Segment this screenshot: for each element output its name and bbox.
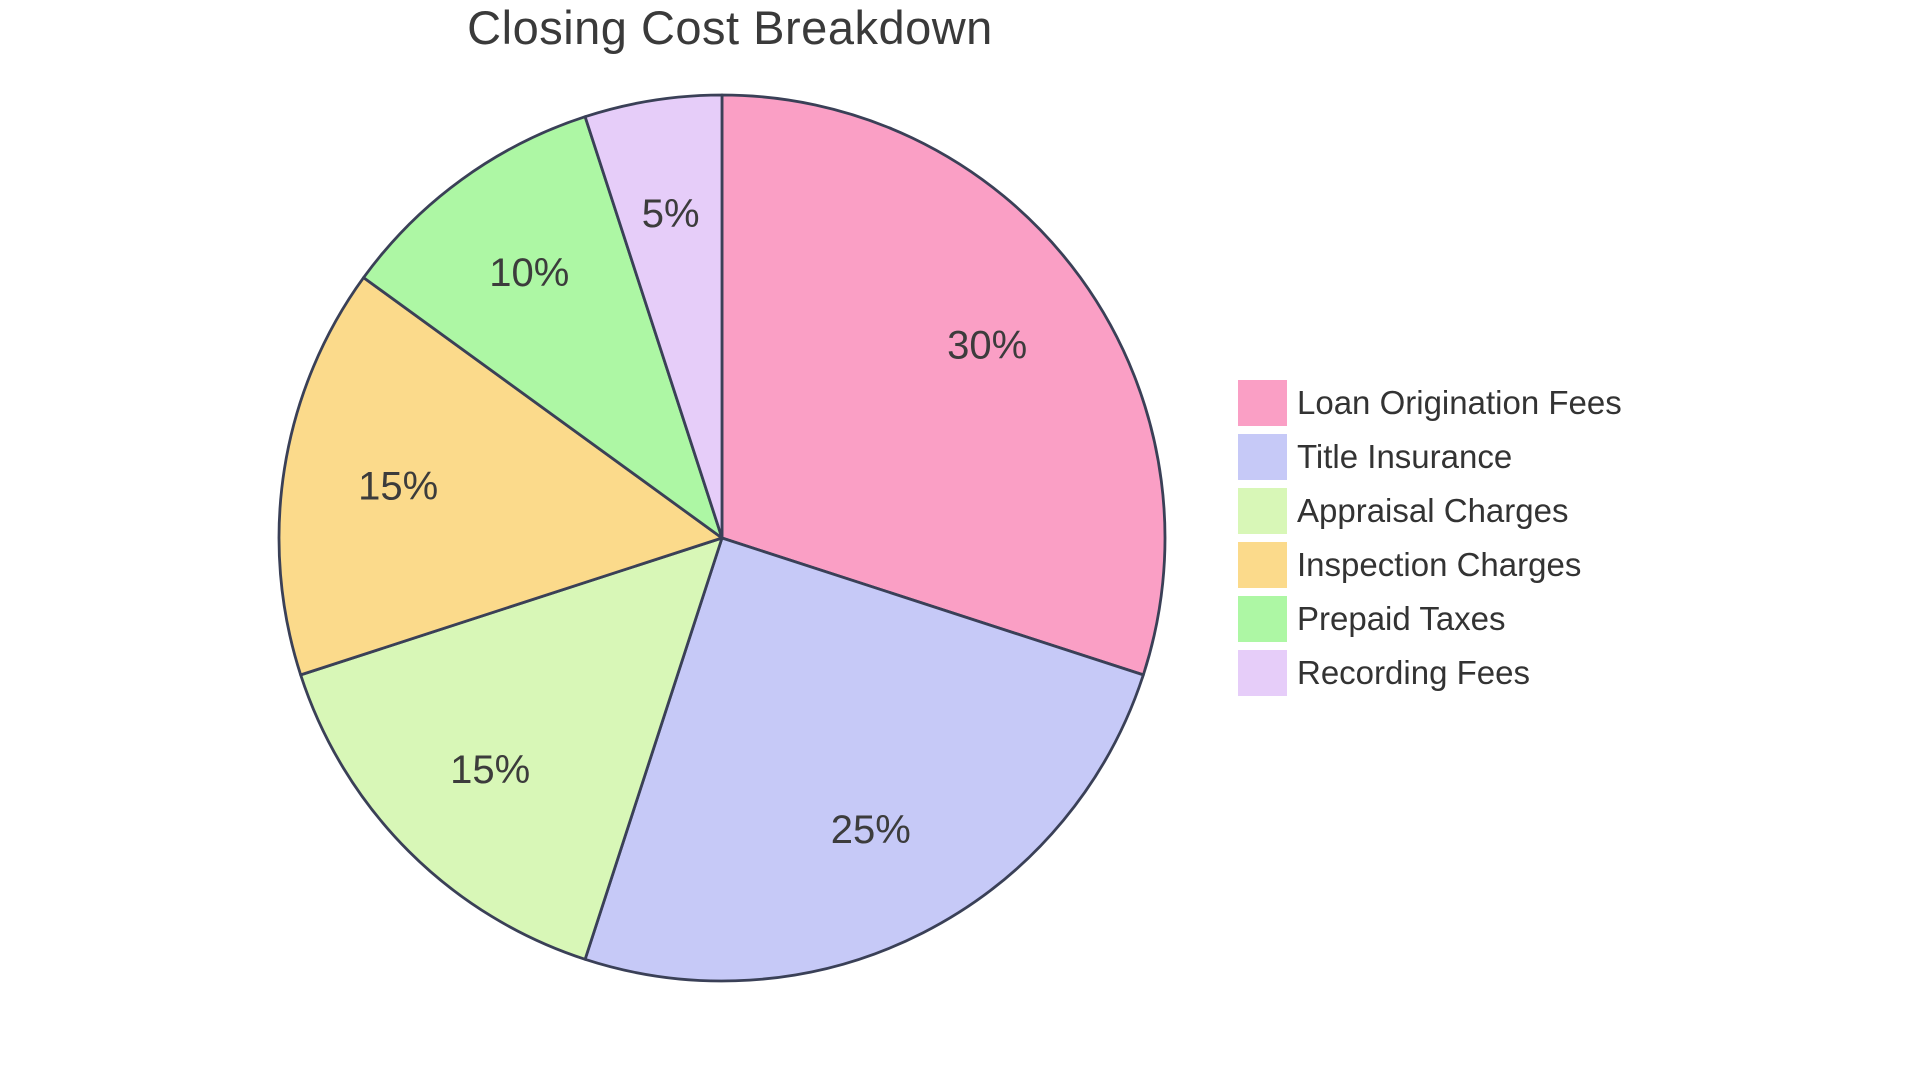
legend: Loan Origination Fees Title Insurance Appr…: [1238, 380, 1622, 696]
pie-slice-loan-origination-fees: [720, 93, 1167, 677]
legend-label-prepaid-taxes: Prepaid Taxes: [1297, 600, 1506, 637]
legend-item-loan-origination-fees: Loan Origination Fees: [1238, 380, 1622, 426]
legend-label-loan-origination-fees: Loan Origination Fees: [1297, 384, 1622, 421]
pie-slice-recording-fees: [583, 93, 724, 540]
legend-swatch-prepaid-taxes: [1238, 596, 1287, 642]
legend-label-appraisal-charges: Appraisal Charges: [1297, 492, 1569, 529]
legend-label-inspection-charges: Inspection Charges: [1297, 546, 1582, 583]
legend-label-title-insurance: Title Insurance: [1297, 438, 1513, 475]
legend-item-inspection-charges: Inspection Charges: [1238, 542, 1622, 588]
pct-label-prepaid-taxes: 10%: [489, 251, 569, 295]
legend-swatch-appraisal-charges: [1238, 488, 1287, 534]
legend-swatch-inspection-charges: [1238, 542, 1287, 588]
pie-slice-title-insurance: [583, 536, 1145, 983]
pie-slice-inspection-charges: [277, 276, 724, 677]
pct-label-loan-origination-fees: 30%: [947, 323, 1027, 367]
pct-label-title-insurance: 25%: [831, 808, 911, 852]
legend-swatch-recording-fees: [1238, 650, 1287, 696]
legend-item-prepaid-taxes: Prepaid Taxes: [1238, 596, 1622, 642]
legend-swatch-loan-origination-fees: [1238, 380, 1287, 426]
pie-slice-appraisal-charges: [299, 536, 724, 961]
pct-label-recording-fees: 5%: [642, 192, 700, 236]
legend-item-recording-fees: Recording Fees: [1238, 650, 1622, 696]
pct-label-appraisal-charges: 15%: [450, 748, 530, 792]
pie-slice-prepaid-taxes: [362, 115, 724, 540]
legend-swatch-title-insurance: [1238, 434, 1287, 480]
legend-label-recording-fees: Recording Fees: [1297, 654, 1530, 691]
chart-title: Closing Cost Breakdown: [467, 1, 993, 54]
legend-item-appraisal-charges: Appraisal Charges: [1238, 488, 1622, 534]
pct-label-inspection-charges: 15%: [358, 465, 438, 509]
legend-item-title-insurance: Title Insurance: [1238, 434, 1622, 480]
